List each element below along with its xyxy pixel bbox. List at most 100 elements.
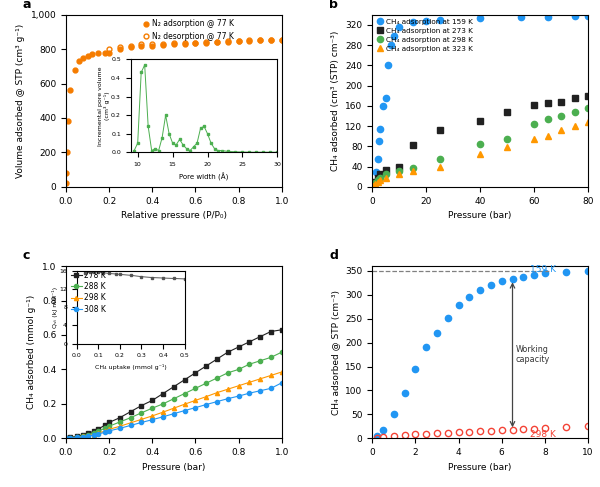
298 K (101, 428, 109, 434)
N₂ desorption @ 77 K (214, 39, 221, 45)
308 K (116, 425, 124, 431)
308 K (224, 396, 232, 402)
N₂ desorption @ 77 K (160, 40, 167, 46)
CH₄ adsorption at 273 K (371, 179, 379, 185)
CH₄ adsorption at 298 K (530, 121, 538, 127)
N₂ desorption @ 77 K (116, 44, 124, 50)
288 K (214, 375, 221, 381)
308 K (203, 402, 210, 408)
Y-axis label: CH₄ adsorbed (cm³ (STP) cm⁻³): CH₄ adsorbed (cm³ (STP) cm⁻³) (331, 31, 340, 171)
278 K (138, 403, 145, 409)
298 K (127, 420, 134, 426)
N₂ adsorption @ 77 K (138, 43, 145, 49)
159 K (476, 287, 484, 293)
298 K (390, 433, 397, 439)
159 K (487, 282, 494, 288)
CH₄ adsorption at 323 K (395, 171, 403, 177)
278 K (235, 344, 242, 350)
308 K (257, 388, 264, 393)
N₂ adsorption @ 77 K (127, 44, 134, 50)
CH₄ adsorption at 273 K (395, 164, 403, 169)
CH₄ adsorption at 273 K (409, 142, 416, 148)
298 K (563, 424, 570, 430)
N₂ adsorption @ 77 K (192, 40, 199, 46)
CH₄ adsorption at 159 K (379, 103, 386, 109)
CH₄ adsorption at 273 K (544, 100, 551, 106)
298 K (138, 416, 145, 422)
Text: a: a (23, 0, 31, 11)
CH₄ adsorption at 323 K (370, 184, 377, 189)
CH₄ adsorption at 323 K (544, 133, 551, 139)
288 K (138, 410, 145, 416)
298 K (401, 432, 408, 438)
278 K (101, 422, 109, 428)
N₂ desorption @ 77 K (278, 37, 286, 42)
288 K (170, 396, 178, 402)
CH₄ adsorption at 159 K (395, 24, 403, 30)
N₂ adsorption @ 77 K (71, 67, 78, 73)
278 K (224, 349, 232, 355)
X-axis label: Pressure (bar): Pressure (bar) (142, 463, 206, 471)
Line: N₂ adsorption @ 77 K: N₂ adsorption @ 77 K (64, 37, 284, 186)
CH₄ adsorption at 298 K (476, 141, 484, 147)
Line: CH₄ adsorption at 298 K: CH₄ adsorption at 298 K (370, 105, 591, 189)
288 K (116, 419, 124, 425)
N₂ adsorption @ 77 K (67, 88, 74, 94)
CH₄ adsorption at 159 K (374, 156, 381, 162)
298 K (62, 435, 70, 441)
CH₄ adsorption at 323 K (377, 177, 384, 183)
159 K (466, 294, 473, 300)
Y-axis label: CH₄ adsorbed (mmol g⁻¹): CH₄ adsorbed (mmol g⁻¹) (28, 295, 37, 409)
CH₄ adsorption at 298 K (382, 171, 389, 177)
278 K (203, 363, 210, 369)
298 K (422, 431, 430, 436)
N₂ desorption @ 77 K (224, 38, 232, 44)
CH₄ adsorption at 323 K (571, 123, 578, 129)
N₂ adsorption @ 77 K (62, 181, 70, 187)
Line: N₂ desorption @ 77 K: N₂ desorption @ 77 K (107, 37, 284, 52)
308 K (106, 428, 113, 434)
278 K (62, 435, 70, 441)
CH₄ adsorption at 273 K (503, 109, 511, 115)
N₂ desorption @ 77 K (170, 40, 178, 46)
N₂ desorption @ 77 K (138, 41, 145, 47)
Text: d: d (329, 249, 338, 262)
288 K (192, 385, 199, 391)
308 K (73, 434, 80, 440)
Text: 298 K: 298 K (530, 430, 556, 439)
298 K (224, 386, 232, 392)
CH₄ adsorption at 298 K (571, 109, 578, 115)
159 K (390, 412, 397, 417)
Text: b: b (329, 0, 338, 11)
298 K (149, 413, 156, 419)
Line: CH₄ adsorption at 273 K: CH₄ adsorption at 273 K (370, 93, 591, 189)
278 K (91, 429, 98, 434)
288 K (203, 380, 210, 386)
N₂ adsorption @ 77 K (170, 41, 178, 47)
159 K (584, 268, 592, 274)
N₂ adsorption @ 77 K (203, 39, 210, 45)
N₂ adsorption @ 77 K (101, 50, 109, 56)
CH₄ adsorption at 323 K (371, 181, 379, 187)
CH₄ adsorption at 298 K (436, 156, 443, 162)
CH₄ adsorption at 323 K (370, 183, 377, 189)
278 K (80, 432, 87, 438)
288 K (127, 415, 134, 421)
159 K (455, 302, 462, 308)
288 K (80, 433, 87, 439)
308 K (91, 432, 98, 438)
CH₄ adsorption at 323 K (584, 119, 592, 125)
298 K (84, 432, 91, 438)
308 K (101, 430, 109, 435)
CH₄ adsorption at 159 K (370, 181, 377, 187)
278 K (268, 329, 275, 335)
CH₄ adsorption at 159 K (382, 95, 389, 101)
Legend: 278 K, 288 K, 298 K, 308 K: 278 K, 288 K, 298 K, 308 K (70, 270, 107, 314)
278 K (246, 339, 253, 345)
N₂ adsorption @ 77 K (80, 55, 87, 60)
288 K (101, 425, 109, 431)
288 K (224, 370, 232, 376)
CH₄ adsorption at 323 K (382, 175, 389, 181)
CH₄ adsorption at 323 K (476, 151, 484, 157)
CH₄ adsorption at 273 K (370, 181, 377, 187)
